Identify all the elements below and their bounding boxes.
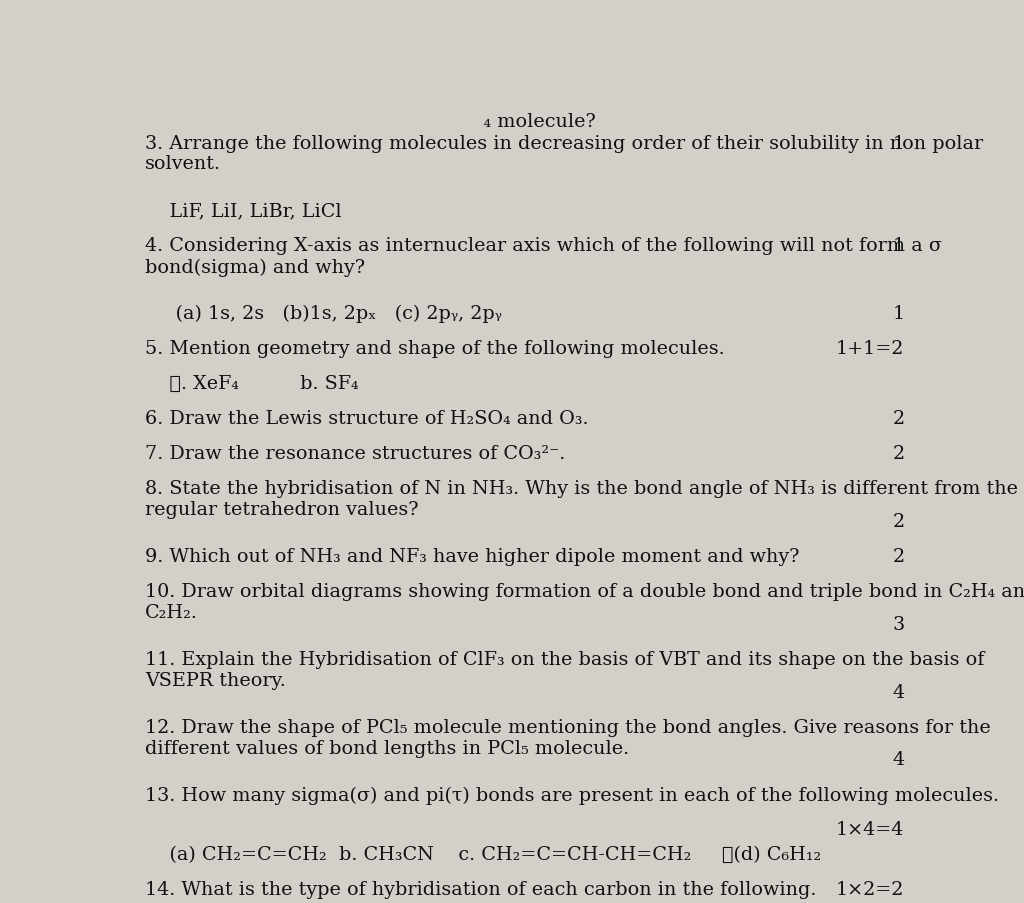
Text: Ⓐ. XeF₄          b. SF₄: Ⓐ. XeF₄ b. SF₄ (145, 375, 358, 393)
Text: 4. Considering X-axis as internuclear axis which of the following will not form : 4. Considering X-axis as internuclear ax… (145, 237, 942, 276)
Text: 11. Explain the Hybridisation of ClF₃ on the basis of VBT and its shape on the b: 11. Explain the Hybridisation of ClF₃ on… (145, 650, 984, 689)
Text: (a) 1s, 2s   (b)1s, 2pₓ   (c) 2pᵧ, 2pᵧ: (a) 1s, 2s (b)1s, 2pₓ (c) 2pᵧ, 2pᵧ (145, 305, 502, 323)
Text: 2: 2 (893, 445, 904, 463)
Text: 13. How many sigma(σ) and pi(τ) bonds are present in each of the following molec: 13. How many sigma(σ) and pi(τ) bonds ar… (145, 786, 999, 804)
Text: 2: 2 (893, 547, 904, 565)
Text: 1: 1 (893, 135, 904, 153)
Text: 3. Arrange the following molecules in decreasing order of their solubility in no: 3. Arrange the following molecules in de… (145, 135, 983, 173)
Text: 14. What is the type of hybridisation of each carbon in the following.: 14. What is the type of hybridisation of… (145, 880, 816, 898)
Text: 12. Draw the shape of PCl₅ molecule mentioning the bond angles. Give reasons for: 12. Draw the shape of PCl₅ molecule ment… (145, 718, 991, 757)
Text: 6. Draw the Lewis structure of H₂SO₄ and O₃.: 6. Draw the Lewis structure of H₂SO₄ and… (145, 410, 589, 428)
Text: 1+1=2: 1+1=2 (837, 340, 904, 358)
Text: 4: 4 (893, 683, 904, 701)
Text: 2: 2 (893, 513, 904, 531)
Text: 10. Draw orbital diagrams showing formation of a double bond and triple bond in : 10. Draw orbital diagrams showing format… (145, 582, 1024, 621)
Text: 2: 2 (893, 410, 904, 428)
Text: LiF, LiI, LiBr, LiCl: LiF, LiI, LiBr, LiCl (145, 202, 342, 220)
Text: 3: 3 (893, 615, 904, 633)
Text: 5. Mention geometry and shape of the following molecules.: 5. Mention geometry and shape of the fol… (145, 340, 725, 358)
Text: 7. Draw the resonance structures of CO₃²⁻.: 7. Draw the resonance structures of CO₃²… (145, 445, 565, 463)
Text: 1: 1 (893, 237, 904, 256)
Text: 9. Which out of NH₃ and NF₃ have higher dipole moment and why?: 9. Which out of NH₃ and NF₃ have higher … (145, 547, 800, 565)
Text: 1×4=4: 1×4=4 (837, 821, 904, 839)
Text: ₄ molecule?: ₄ molecule? (454, 113, 596, 131)
Text: 8. State the hybridisation of N in NH₃. Why is the bond angle of NH₃ is differen: 8. State the hybridisation of N in NH₃. … (145, 479, 1018, 518)
Text: (a) CH₂=C=CH₂  b. CH₃CN    c. CH₂=C=CH-CH=CH₂     ✓(d) C₆H₁₂: (a) CH₂=C=CH₂ b. CH₃CN c. CH₂=C=CH-CH=CH… (145, 845, 821, 863)
Text: 1×2=2: 1×2=2 (837, 880, 904, 898)
Text: 4: 4 (893, 750, 904, 768)
Text: 1: 1 (893, 305, 904, 323)
